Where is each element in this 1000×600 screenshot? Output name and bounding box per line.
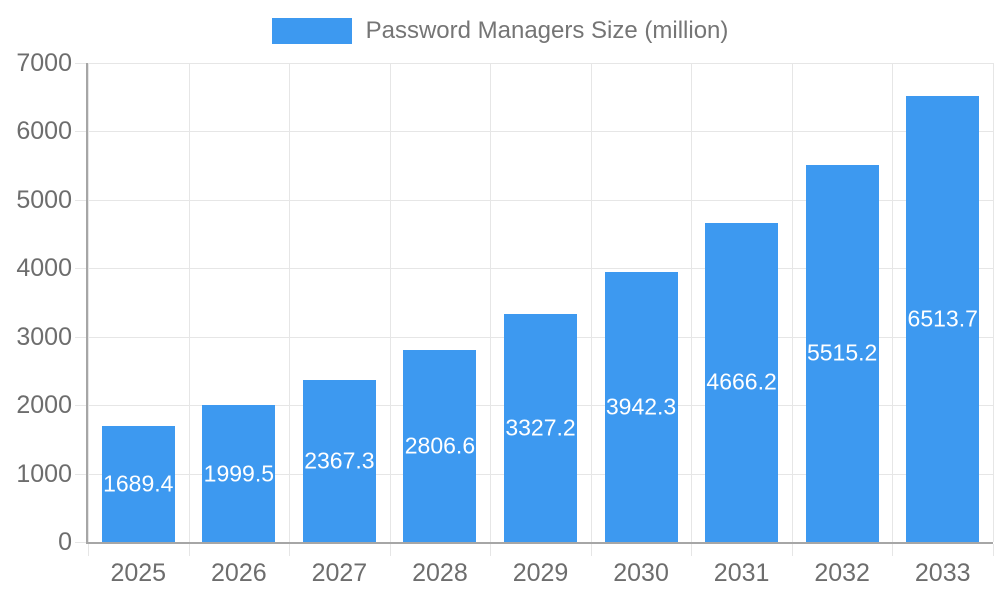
x-axis-label-2028: 2028 (412, 559, 468, 587)
legend-swatch (271, 18, 352, 44)
y-axis-label-1000: 1000 (16, 459, 72, 488)
y-axis-label-5000: 5000 (16, 185, 72, 214)
gridline-x-4 (490, 63, 492, 542)
x-axis-label-2027: 2027 (311, 559, 368, 587)
ytick-7000 (75, 63, 88, 64)
gridline-x-1 (188, 63, 190, 542)
gridline-x-0 (88, 63, 89, 542)
x-axis-label-2026: 2026 (211, 559, 267, 587)
xtick-1 (188, 544, 190, 556)
bar-value-2033: 6513.7 (907, 305, 978, 332)
ytick-2000 (75, 405, 88, 407)
y-axis-label-2000: 2000 (16, 391, 72, 420)
ytick-4000 (75, 268, 88, 270)
gridline-y-5000 (88, 199, 993, 201)
gridline-x-8 (892, 63, 894, 542)
xtick-9 (993, 544, 994, 556)
xtick-5 (590, 544, 592, 556)
bar-2033[interactable] (906, 96, 980, 542)
xtick-8 (892, 544, 894, 556)
ytick-1000 (75, 473, 88, 475)
xtick-7 (791, 544, 793, 556)
gridline-x-6 (691, 63, 693, 542)
bar-2032[interactable] (805, 164, 879, 542)
x-axis-label-2025: 2025 (110, 559, 167, 587)
bar-2028[interactable] (403, 349, 477, 542)
ytick-6000 (75, 131, 88, 133)
bar-2030[interactable] (604, 272, 678, 542)
legend[interactable]: Password Managers Size (million) (0, 17, 1000, 45)
ytick-3000 (75, 336, 88, 338)
bar-2025[interactable] (101, 426, 175, 542)
legend-label: Password Managers Size (million) (365, 17, 729, 44)
x-axis-baseline (86, 542, 993, 544)
bar-value-2027: 2367.3 (304, 447, 375, 474)
y-axis-label-3000: 3000 (16, 322, 72, 351)
y-axis-label-0: 0 (58, 528, 72, 556)
bar-value-2031: 4666.2 (706, 368, 777, 395)
gridline-x-7 (791, 63, 793, 542)
bar-2027[interactable] (302, 380, 376, 542)
gridline-y-6000 (88, 131, 993, 133)
bar-2026[interactable] (202, 405, 276, 542)
x-axis-label-2032: 2032 (814, 559, 870, 587)
x-axis-label-2031: 2031 (713, 559, 770, 587)
gridline-y-7000 (88, 63, 993, 64)
ytick-5000 (75, 199, 88, 201)
y-axis-label-4000: 4000 (16, 254, 72, 283)
ytick-0 (75, 542, 88, 543)
bar-2029[interactable] (504, 314, 577, 542)
gridline-x-3 (389, 63, 391, 542)
bar-value-2029: 3327.2 (505, 414, 576, 441)
gridline-x-9 (993, 63, 994, 542)
bar-value-2032: 5515.2 (806, 339, 878, 366)
xtick-0 (88, 544, 89, 556)
gridline-x-2 (289, 63, 291, 542)
xtick-4 (490, 544, 492, 556)
x-axis-label-2033: 2033 (914, 559, 971, 587)
y-axis-line (86, 63, 88, 542)
xtick-6 (691, 544, 693, 556)
bar-2031[interactable] (705, 222, 779, 542)
xtick-2 (289, 544, 291, 556)
x-axis-label-2030: 2030 (613, 559, 669, 587)
xtick-3 (389, 544, 391, 556)
bar-value-2026: 1999.5 (203, 460, 275, 487)
x-axis-label-2029: 2029 (512, 559, 569, 587)
bar-value-2030: 3942.3 (605, 393, 677, 420)
y-axis-label-6000: 6000 (16, 117, 72, 146)
gridline-x-5 (590, 63, 592, 542)
bar-value-2025: 1689.4 (103, 470, 174, 497)
bar-value-2028: 2806.6 (404, 432, 476, 459)
y-axis-label-7000: 7000 (16, 49, 72, 77)
gridline-y-4000 (88, 268, 993, 270)
